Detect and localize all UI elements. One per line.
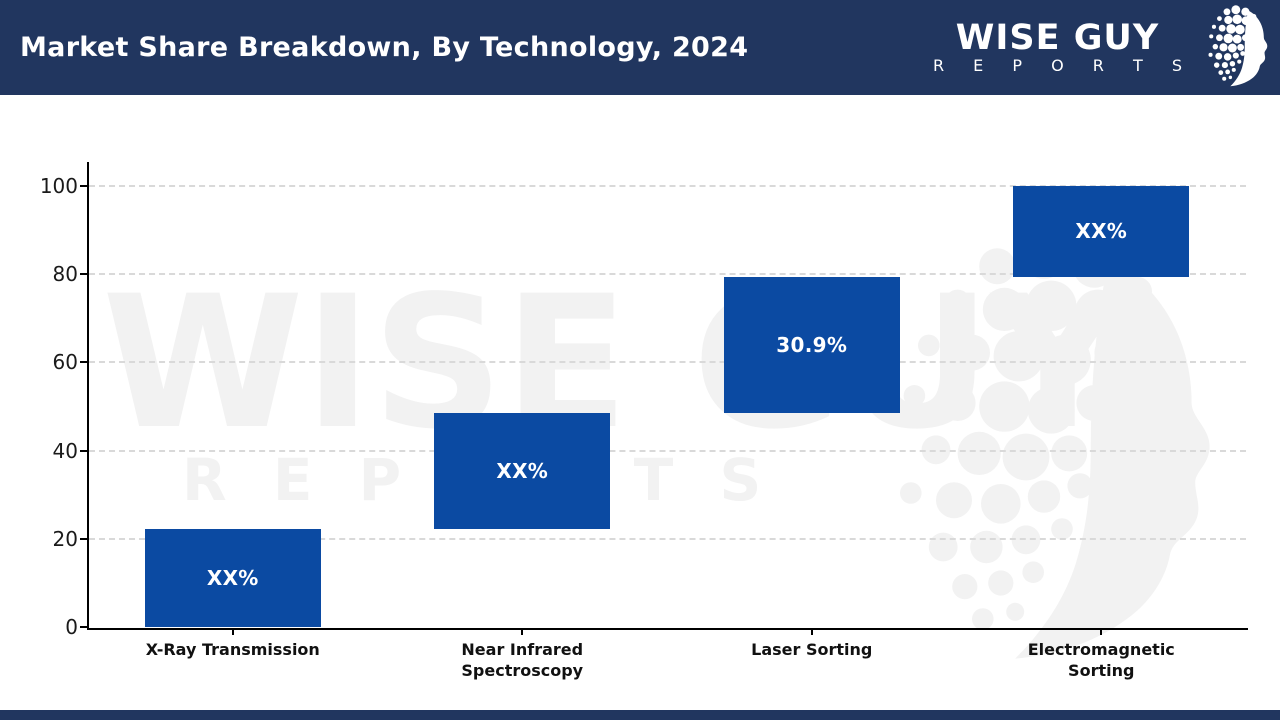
gridline-y-40 xyxy=(89,449,1246,452)
xcat-label-line: X-Ray Transmission xyxy=(145,640,320,659)
brand-name: WISE GUY xyxy=(955,17,1160,58)
gridline-y-100 xyxy=(89,185,1246,187)
xcat-label-line: Near Infrared xyxy=(461,640,584,659)
xtick-1 xyxy=(521,629,524,635)
xtick-0 xyxy=(231,629,234,635)
xcat-label-3: Electromagnetic Sorting xyxy=(956,639,1246,681)
bar-x-ray-transmission: XX% xyxy=(144,528,321,627)
brand-subname: R E P O R T S xyxy=(932,55,1194,75)
bar-value-label: XX% xyxy=(496,458,549,483)
gridline-y-80 xyxy=(89,273,1246,276)
ytick-0 xyxy=(80,626,87,628)
page-title: Market Share Breakdown, By Technology, 2… xyxy=(20,32,749,63)
ytick-80 xyxy=(80,273,87,276)
footer-bar xyxy=(0,710,1280,720)
xcat-label-1: Near Infrared Spectroscopy xyxy=(377,639,667,681)
ytick-60 xyxy=(80,361,87,364)
gridline-y-20 xyxy=(89,537,1246,540)
brand-logo-text: WISE GUY R E P O R T S xyxy=(921,20,1194,76)
ytick-label-0: 0 xyxy=(65,615,78,639)
ytick-label-80: 80 xyxy=(52,262,78,287)
xtick-3 xyxy=(1100,629,1103,635)
bar-laser-sorting: 30.9% xyxy=(723,276,900,414)
bar-value-label: XX% xyxy=(1075,219,1128,244)
xcat-label-line: Electromagnetic xyxy=(1027,640,1175,659)
ytick-20 xyxy=(80,537,87,540)
brand-logo: WISE GUY R E P O R T S xyxy=(921,0,1270,95)
xcat-label-2: Laser Sorting xyxy=(667,639,957,660)
xcat-label-line: Sorting xyxy=(1068,661,1135,680)
ytick-label-40: 40 xyxy=(52,438,78,463)
brand-head-icon xyxy=(1188,4,1270,92)
xtick-2 xyxy=(810,629,813,635)
ytick-40 xyxy=(80,449,87,452)
header-bar: Market Share Breakdown, By Technology, 2… xyxy=(0,0,1280,95)
gridline-y-60 xyxy=(89,361,1246,364)
bar-value-label: XX% xyxy=(206,565,259,590)
bar-near-infrared-spectroscopy: XX% xyxy=(434,413,611,529)
ytick-label-60: 60 xyxy=(52,350,78,375)
xcat-label-line: Spectroscopy xyxy=(461,661,584,680)
xcat-label-0: X-Ray Transmission xyxy=(88,639,378,660)
ytick-label-100: 100 xyxy=(39,174,78,198)
axes-spines xyxy=(87,162,1248,630)
ytick-100 xyxy=(80,185,87,187)
ytick-label-20: 20 xyxy=(52,526,78,551)
xcat-label-line: Laser Sorting xyxy=(751,640,873,659)
bar-value-label: 30.9% xyxy=(776,332,848,357)
bar-electromagnetic-sorting: XX% xyxy=(1013,186,1190,277)
